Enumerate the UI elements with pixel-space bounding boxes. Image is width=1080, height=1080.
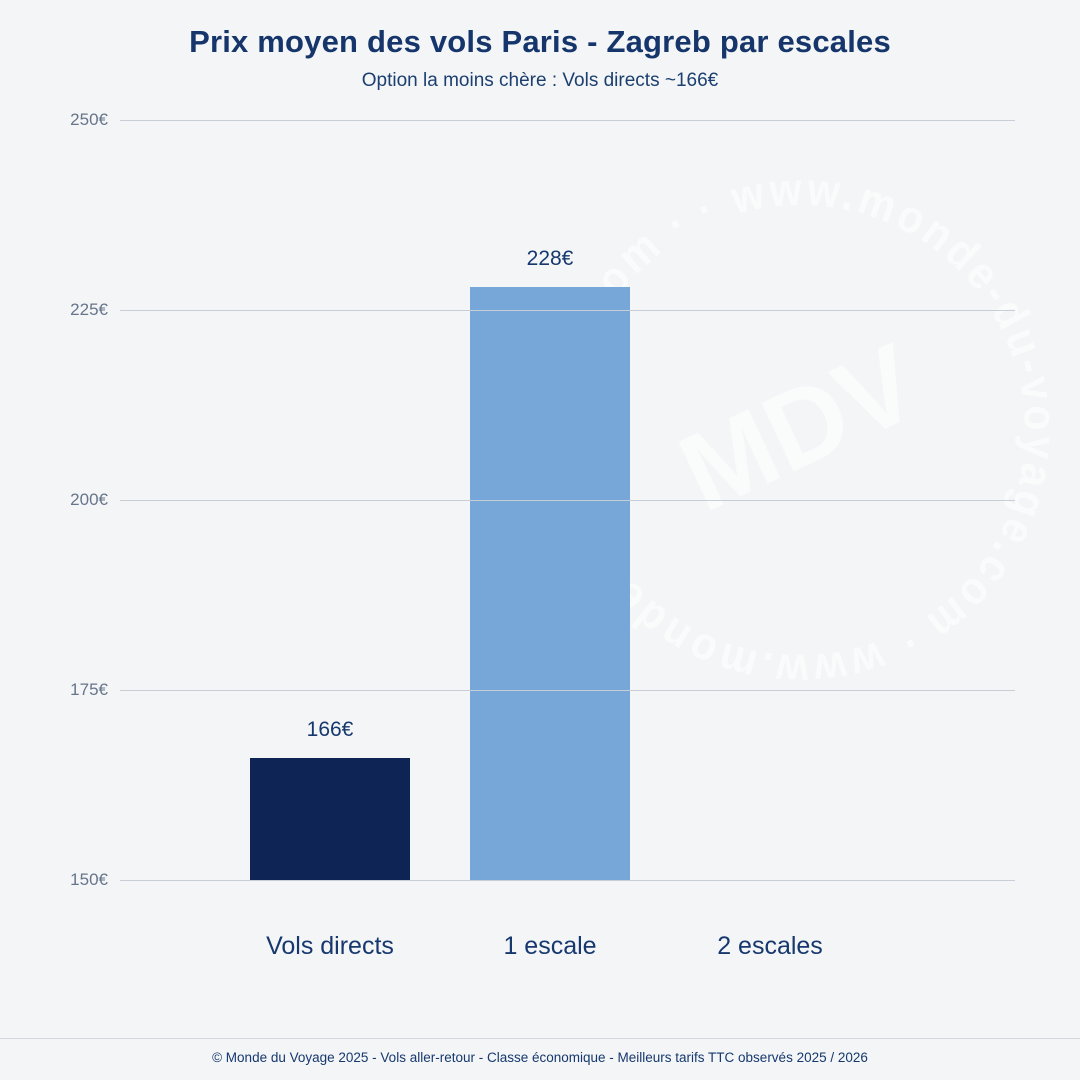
gridline bbox=[120, 689, 1015, 691]
bar bbox=[470, 287, 630, 880]
bars-row: 166€ 228€ bbox=[220, 120, 880, 880]
gridline bbox=[120, 309, 1015, 311]
bar-column: 166€ bbox=[220, 120, 440, 880]
footer-text: © Monde du Voyage 2025 - Vols aller-reto… bbox=[212, 1050, 868, 1065]
x-axis-labels: Vols directs 1 escale 2 escales bbox=[220, 880, 1080, 961]
y-tick-label: 250€ bbox=[70, 110, 108, 129]
bar bbox=[250, 758, 410, 880]
bar-value-label: 166€ bbox=[306, 718, 354, 742]
x-tick-label: 2 escales bbox=[717, 932, 823, 960]
chart-title: Prix moyen des vols Paris - Zagreb par e… bbox=[189, 24, 891, 59]
chart-subtitle: Option la moins chère : Vols directs ~16… bbox=[361, 70, 719, 91]
y-tick-label: 175€ bbox=[70, 680, 108, 699]
x-tick-label: 1 escale bbox=[503, 932, 597, 960]
bar-value-label: 228€ bbox=[526, 247, 574, 271]
y-tick-label: 200€ bbox=[70, 490, 108, 509]
gridline bbox=[120, 879, 1015, 881]
chart-header: Prix moyen des vols Paris - Zagreb par e… bbox=[0, 0, 1080, 120]
x-tick-label: Vols directs bbox=[266, 932, 394, 960]
gridline bbox=[120, 499, 1015, 501]
plot-area: 166€ 228€ 250€ 225€ 200€ 175€ 150€ bbox=[70, 110, 1015, 889]
gridline bbox=[120, 119, 1015, 121]
bar-column: 228€ bbox=[440, 120, 660, 880]
y-tick-label: 225€ bbox=[70, 300, 108, 319]
y-tick-label: 150€ bbox=[70, 870, 108, 889]
footer: © Monde du Voyage 2025 - Vols aller-reto… bbox=[0, 1038, 1080, 1080]
